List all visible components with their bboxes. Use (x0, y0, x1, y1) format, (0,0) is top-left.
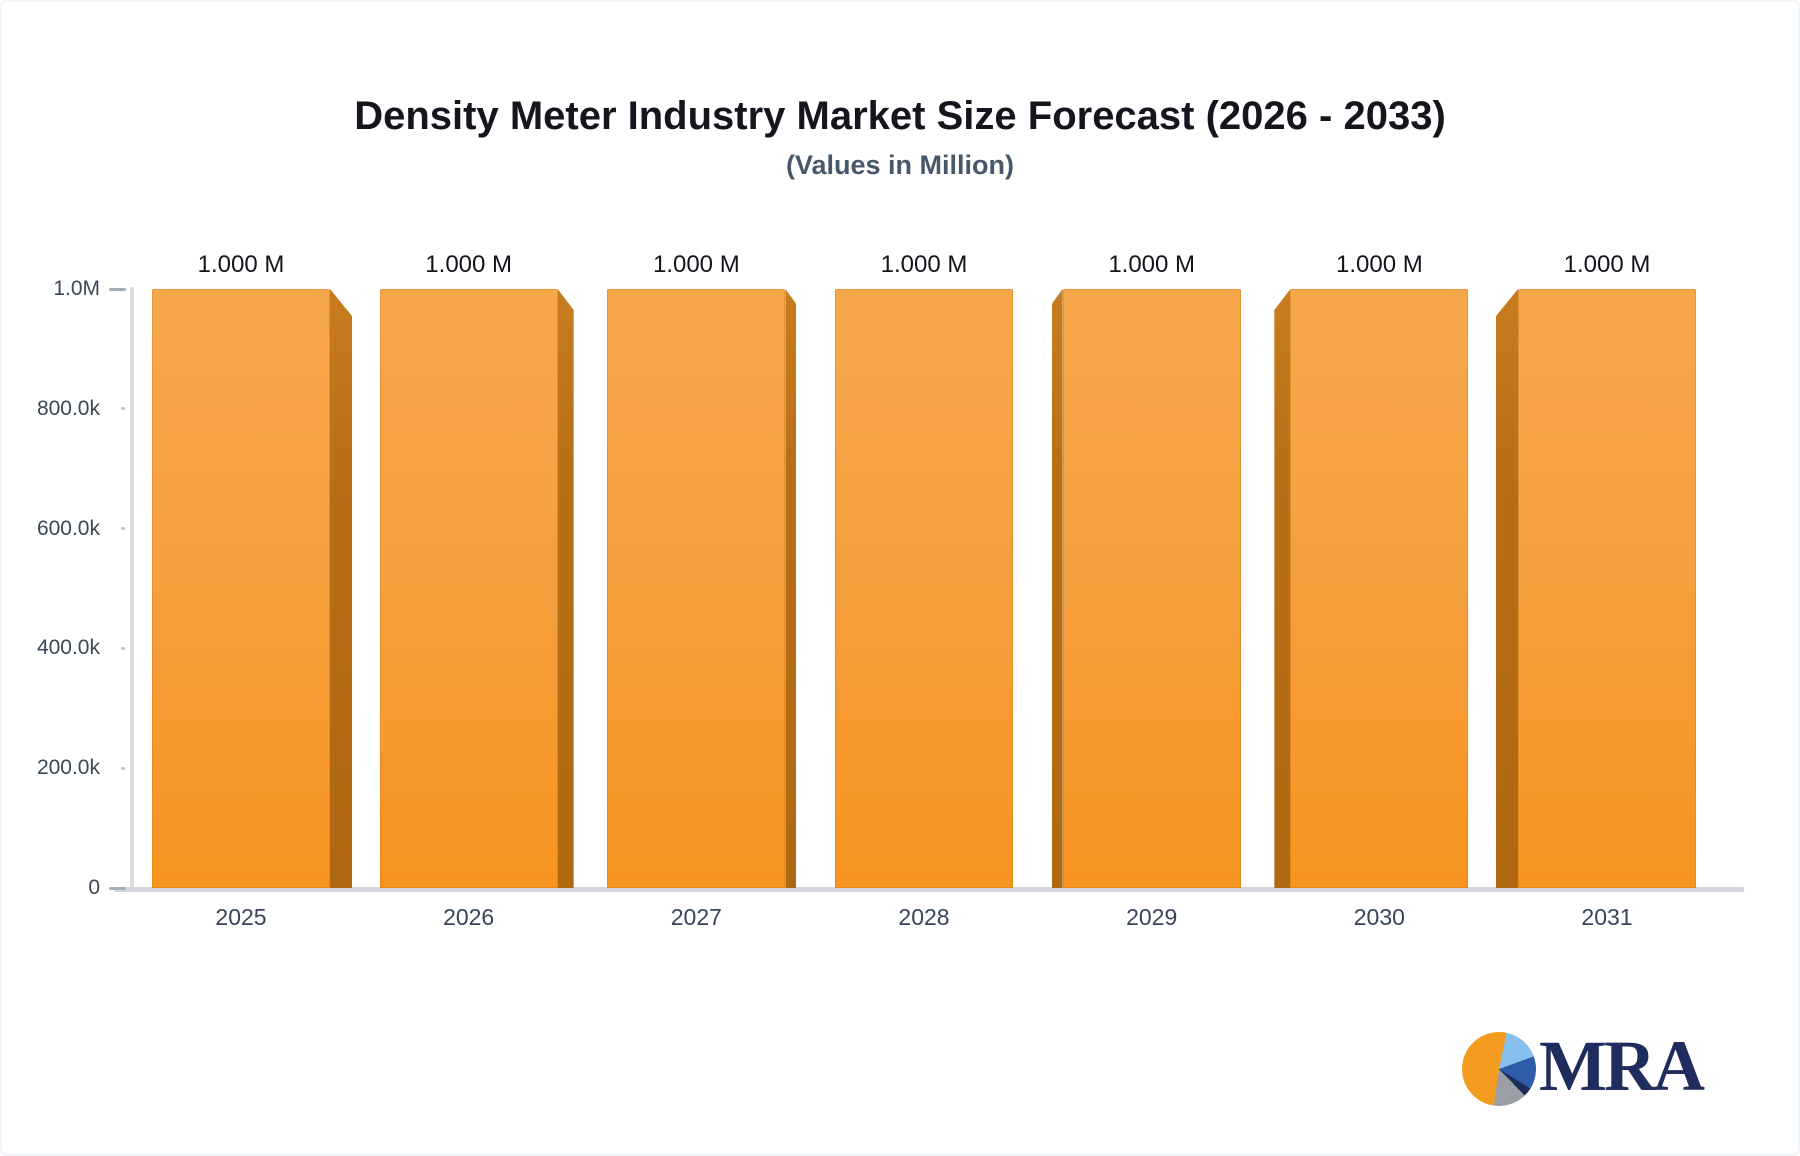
bar-face (607, 289, 786, 888)
bar-3d-side (1274, 289, 1291, 888)
bar-2029[interactable] (1051, 289, 1241, 888)
plot-area (114, 287, 1744, 892)
y-tick-label: 800.0k (36, 396, 100, 420)
y-tick-label: 0 (88, 876, 100, 899)
bar-value-label: 1.000 M (1563, 251, 1651, 278)
bar-2027[interactable] (607, 289, 797, 888)
bar-2030[interactable] (1274, 289, 1469, 888)
chart-subtitle: (Values in Million) (785, 150, 1015, 180)
y-tick-mark-major (109, 287, 126, 291)
y-tick-label: 600.0k (36, 516, 100, 540)
y-tick-label: 200.0k (36, 756, 100, 780)
bar-3d-side (557, 289, 574, 888)
bar-3d-side (1051, 289, 1063, 888)
bar-3d-side (1496, 289, 1519, 888)
y-axis-line (130, 287, 134, 890)
x-tick-label-2028: 2028 (898, 904, 950, 930)
bar-2028[interactable] (835, 289, 1013, 888)
y-tick-label: 400.0k (36, 636, 100, 660)
chart-title: Density Meter Industry Market Size Forec… (354, 94, 1446, 138)
mra-logo: MRA (1462, 1026, 1705, 1106)
x-tick-label-2025: 2025 (215, 904, 267, 930)
bar-face (152, 289, 330, 888)
bar-face (835, 289, 1013, 888)
y-tick-mark-minor (121, 407, 125, 411)
bar-value-label: 1.000 M (197, 251, 285, 278)
bar-2026[interactable] (379, 289, 574, 888)
bar-3d-side (330, 289, 352, 888)
bar-value-label: 1.000 M (425, 251, 513, 278)
x-tick-label-2027: 2027 (670, 904, 722, 930)
bar-2031[interactable] (1496, 289, 1697, 888)
y-tick-mark-minor (121, 527, 125, 531)
mra-pie-chart-icon (1462, 1032, 1537, 1106)
bar-value-label: 1.000 M (1335, 251, 1423, 278)
bar-face (1518, 289, 1697, 888)
mra-logo-text: MRA (1539, 1026, 1705, 1106)
bar-value-label: 1.000 M (652, 251, 740, 278)
x-tick-label-2031: 2031 (1581, 904, 1633, 930)
bar-3d-side (785, 289, 797, 888)
x-axis-line (114, 887, 1744, 892)
x-tick-label-2030: 2030 (1353, 904, 1405, 930)
y-tick-mark-minor (121, 766, 125, 770)
bar-2025[interactable] (152, 289, 352, 888)
bar-face (1062, 289, 1241, 888)
x-tick-label-2029: 2029 (1126, 904, 1178, 930)
bar-face (379, 289, 558, 888)
y-tick-mark-major (109, 886, 126, 890)
bar-face (1290, 289, 1469, 888)
x-tick-label-2026: 2026 (443, 904, 495, 930)
bar-value-label: 1.000 M (1108, 251, 1196, 278)
y-tick-mark-minor (121, 646, 125, 650)
bar-value-label: 1.000 M (880, 251, 968, 278)
y-tick-label: 1.0M (53, 277, 100, 300)
